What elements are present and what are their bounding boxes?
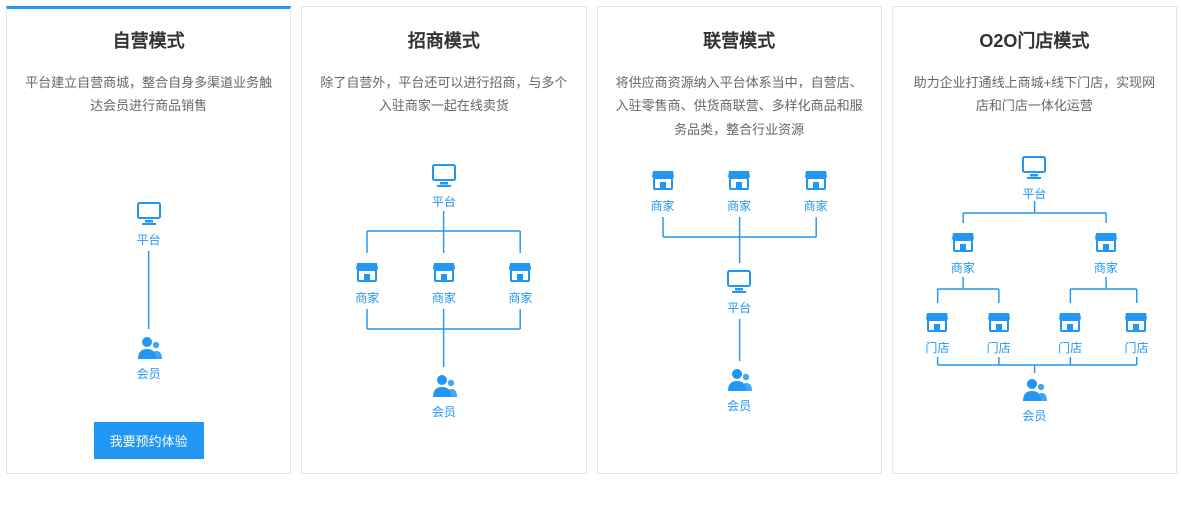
node-shop: 商家 [712, 165, 766, 214]
node-shop: 门店 [1043, 307, 1097, 356]
node-label: 平台 [712, 299, 766, 316]
node-label: 商家 [789, 197, 843, 214]
node-monitor: 平台 [122, 199, 176, 248]
node-label: 会员 [417, 403, 471, 420]
node-label: 商家 [340, 289, 394, 306]
node-shop: 门店 [1109, 307, 1163, 356]
node-label: 平台 [417, 193, 471, 210]
node-label: 门店 [1109, 339, 1163, 356]
node-label: 商家 [417, 289, 471, 306]
node-label: 门店 [910, 339, 964, 356]
node-member: 会员 [712, 365, 766, 414]
node-shop: 商家 [936, 227, 990, 276]
node-label: 门店 [1043, 339, 1097, 356]
card-title: O2O门店模式 [907, 27, 1162, 53]
mode-card-2[interactable]: 联营模式将供应商资源纳入平台体系当中，自营店、入驻零售商、供货商联营、多样化商品… [597, 6, 882, 474]
node-label: 平台 [1007, 185, 1061, 202]
card-title: 招商模式 [316, 27, 571, 53]
card-desc: 将供应商资源纳入平台体系当中，自营店、入驻零售商、供货商联营、多样化商品和服务品… [612, 71, 867, 141]
card-title: 联营模式 [612, 27, 867, 53]
node-label: 会员 [1007, 407, 1061, 424]
node-shop: 商家 [1079, 227, 1133, 276]
node-label: 商家 [712, 197, 766, 214]
mode-card-0[interactable]: 自营模式平台建立自营商城，整合自身多渠道业务触达会员进行商品销售平台会员我要预约… [6, 6, 291, 474]
node-label: 商家 [936, 259, 990, 276]
node-label: 会员 [122, 365, 176, 382]
node-shop: 商家 [493, 257, 547, 306]
node-label: 商家 [493, 289, 547, 306]
node-label: 商家 [636, 197, 690, 214]
node-shop: 商家 [789, 165, 843, 214]
node-monitor: 平台 [712, 267, 766, 316]
node-member: 会员 [1007, 375, 1061, 424]
node-label: 商家 [1079, 259, 1133, 276]
node-shop: 商家 [340, 257, 394, 306]
diagram: 平台商家商家门店门店门店门店会员 [907, 161, 1162, 417]
node-shop: 门店 [972, 307, 1026, 356]
node-member: 会员 [417, 371, 471, 420]
node-label: 门店 [972, 339, 1026, 356]
node-member: 会员 [122, 333, 176, 382]
mode-card-3[interactable]: O2O门店模式助力企业打通线上商城+线下门店，实现网店和门店一体化运营平台商家 商… [892, 6, 1177, 474]
cta-button[interactable]: 我要预约体验 [94, 422, 204, 459]
card-title: 自营模式 [21, 27, 276, 53]
diagram: 平台商家 商家 商家会员 [316, 161, 571, 417]
node-monitor: 平台 [1007, 153, 1061, 202]
diagram: 平台会员 [21, 161, 276, 417]
diagram: 商家 商家 商家平台会员 [612, 165, 867, 421]
node-shop: 门店 [910, 307, 964, 356]
node-shop: 商家 [417, 257, 471, 306]
card-desc: 除了自营外，平台还可以进行招商，与多个入驻商家一起在线卖货 [316, 71, 571, 137]
node-label: 平台 [122, 231, 176, 248]
card-desc: 助力企业打通线上商城+线下门店，实现网店和门店一体化运营 [907, 71, 1162, 137]
card-desc: 平台建立自营商城，整合自身多渠道业务触达会员进行商品销售 [21, 71, 276, 137]
node-shop: 商家 [636, 165, 690, 214]
mode-card-1[interactable]: 招商模式除了自营外，平台还可以进行招商，与多个入驻商家一起在线卖货平台商家 商家 商… [301, 6, 586, 474]
node-monitor: 平台 [417, 161, 471, 210]
node-label: 会员 [712, 397, 766, 414]
